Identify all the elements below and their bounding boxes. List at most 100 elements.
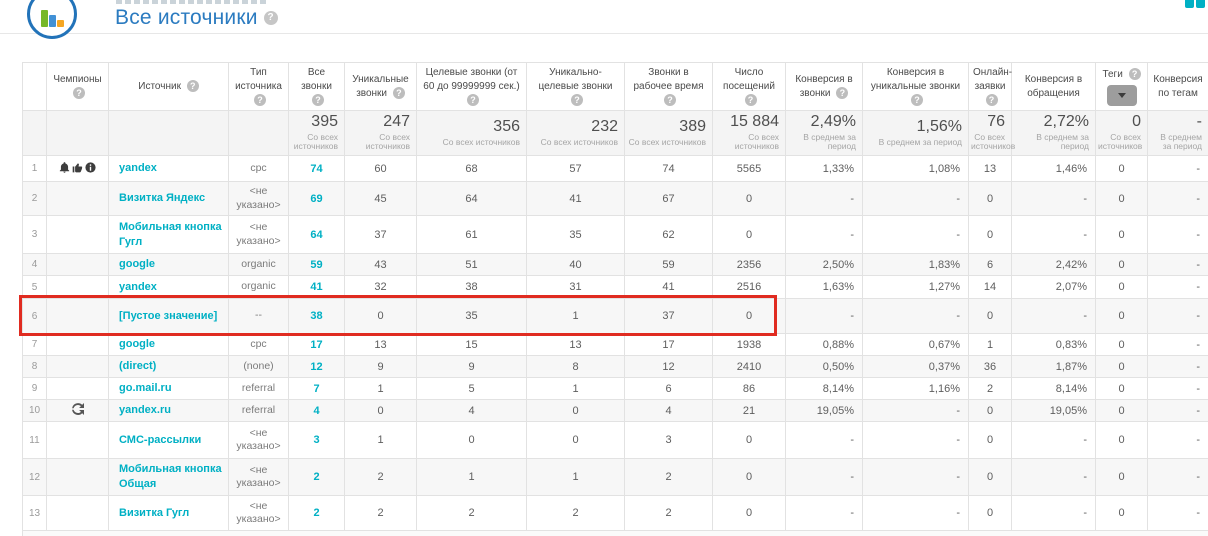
- all-calls-link[interactable]: 74: [310, 162, 323, 175]
- online-leads-cell: 0: [968, 215, 1012, 255]
- help-icon[interactable]: ?: [911, 94, 923, 107]
- summary-cell-unique-calls: 247 Со всех источников: [344, 110, 417, 157]
- unique-calls-cell: 60: [344, 155, 417, 183]
- source-type-cell: <не указано>: [228, 495, 289, 532]
- unique-target-calls-cell: 0: [526, 399, 625, 423]
- source-link[interactable]: go.mail.ru: [119, 382, 172, 395]
- source-link[interactable]: (direct): [119, 360, 157, 373]
- unique-calls-cell: 1: [344, 377, 417, 401]
- champions-cell: [46, 253, 109, 277]
- help-icon[interactable]: ?: [467, 94, 479, 107]
- columns-settings-icon[interactable]: [1185, 0, 1205, 8]
- help-icon[interactable]: ?: [73, 87, 85, 100]
- help-icon[interactable]: ?: [571, 94, 583, 107]
- help-icon[interactable]: ?: [1128, 68, 1141, 81]
- work-hours-calls-cell: 37: [624, 298, 713, 335]
- source-cell: yandex: [108, 275, 229, 300]
- source-link[interactable]: google: [119, 258, 156, 271]
- unique-calls-cell: 32: [344, 275, 417, 300]
- source-link[interactable]: [Пустое значение]: [119, 309, 218, 322]
- all-calls-link[interactable]: 4: [313, 404, 320, 417]
- all-calls-link[interactable]: 3: [313, 434, 320, 447]
- col-header-conv-tags: Конверсия по тегам: [1147, 61, 1208, 112]
- all-calls-link[interactable]: 38: [310, 310, 323, 323]
- visits-cell: 0: [712, 298, 786, 335]
- tags-cell: 0: [1095, 155, 1148, 183]
- all-calls-link[interactable]: 41: [310, 281, 323, 294]
- col-header-unique-target-calls: Уникально-целевые звонки ?: [526, 61, 625, 112]
- summary-cell-empty: [22, 110, 47, 157]
- table-row: 1 yandex cpc 74 60 68 57 74 5565 1,33% 1,08% 13 1,46…: [22, 155, 1208, 183]
- unique-target-calls-cell: 57: [526, 155, 625, 183]
- source-link[interactable]: yandex: [119, 162, 157, 175]
- source-cell: СМС-рассылки: [108, 421, 229, 460]
- all-calls-link[interactable]: 64: [310, 228, 323, 241]
- source-cell: (direct): [108, 355, 229, 379]
- all-calls-link[interactable]: 2: [313, 471, 320, 484]
- tags-filter-button[interactable]: [1106, 84, 1137, 106]
- conv-requests-cell: -: [1011, 421, 1096, 460]
- help-icon[interactable]: ?: [664, 94, 676, 107]
- row-number: 12: [22, 458, 47, 497]
- target-calls-cell: 15: [416, 333, 527, 357]
- source-cell: yandex: [108, 155, 229, 183]
- conv-requests-cell: 2,07%: [1011, 275, 1096, 300]
- unique-target-calls-cell: 8: [526, 355, 625, 379]
- conv-tags-cell: -: [1147, 421, 1208, 460]
- source-type-cell: --: [228, 298, 289, 335]
- conv-tags-cell: -: [1147, 399, 1208, 423]
- tags-cell: 0: [1095, 355, 1148, 379]
- source-link[interactable]: Мобильная кнопка Гугл: [119, 220, 222, 248]
- col-header-target-calls: Целевые звонки (от 60 до 99999999 сек.) …: [416, 61, 527, 112]
- all-calls-link[interactable]: 17: [310, 338, 323, 351]
- help-icon[interactable]: ?: [836, 87, 849, 100]
- help-icon[interactable]: ?: [186, 80, 199, 93]
- unique-target-calls-cell: 13: [526, 333, 625, 357]
- source-cell: Мобильная кнопка Гугл: [108, 215, 229, 255]
- online-leads-cell: 1: [968, 333, 1012, 357]
- all-calls-link[interactable]: 12: [310, 360, 323, 373]
- source-type-cell: referral: [228, 377, 289, 401]
- info-icon: [85, 162, 96, 176]
- champions-cell: [46, 458, 109, 497]
- champions-cell: [46, 275, 109, 300]
- help-icon[interactable]: ?: [254, 94, 266, 107]
- bar-chart-icon: [40, 10, 64, 27]
- unique-target-calls-cell: 40: [526, 253, 625, 277]
- source-link[interactable]: СМС-рассылки: [119, 433, 202, 446]
- conv-tags-cell: -: [1147, 298, 1208, 335]
- tags-cell: 0: [1095, 377, 1148, 401]
- all-calls-link[interactable]: 59: [310, 258, 323, 271]
- all-calls-link[interactable]: 69: [310, 192, 323, 205]
- help-icon[interactable]: ?: [744, 94, 757, 107]
- conv-tags-cell: -: [1147, 355, 1208, 379]
- help-icon[interactable]: ?: [263, 11, 278, 26]
- source-link[interactable]: Визитка Яндекс: [119, 192, 206, 205]
- unique-target-calls-cell: 31: [526, 275, 625, 300]
- help-icon[interactable]: ?: [392, 87, 405, 100]
- all-calls-link[interactable]: 2: [313, 507, 320, 520]
- all-calls-link[interactable]: 7: [313, 382, 320, 395]
- help-icon[interactable]: ?: [985, 94, 998, 107]
- source-type-cell: (none): [228, 355, 289, 379]
- source-link[interactable]: Визитка Гугл: [119, 506, 190, 519]
- col-header-source: Источник ?: [108, 61, 229, 112]
- conv-calls-cell: 1,63%: [785, 275, 863, 300]
- conv-unique-calls-cell: -: [862, 421, 969, 460]
- source-link[interactable]: yandex: [119, 280, 157, 293]
- col-header-visits: Число посещений ?: [712, 61, 786, 112]
- source-type-cell: <не указано>: [228, 215, 289, 255]
- unique-calls-cell: 0: [344, 298, 417, 335]
- header-divider: [0, 33, 1208, 34]
- source-link[interactable]: yandex.ru: [119, 404, 171, 417]
- unique-calls-cell: 1: [344, 421, 417, 460]
- row-number: 13: [22, 495, 47, 532]
- source-link[interactable]: Мобильная кнопка Общая: [119, 463, 222, 491]
- work-hours-calls-cell: 3: [624, 421, 713, 460]
- conv-requests-cell: 0,83%: [1011, 333, 1096, 357]
- page-title: Все источники?: [115, 6, 278, 30]
- source-link[interactable]: google: [119, 338, 156, 351]
- col-header-all-calls: Все звонки ?: [288, 61, 345, 112]
- help-icon[interactable]: ?: [312, 94, 324, 107]
- summary-cell-empty: [108, 110, 229, 157]
